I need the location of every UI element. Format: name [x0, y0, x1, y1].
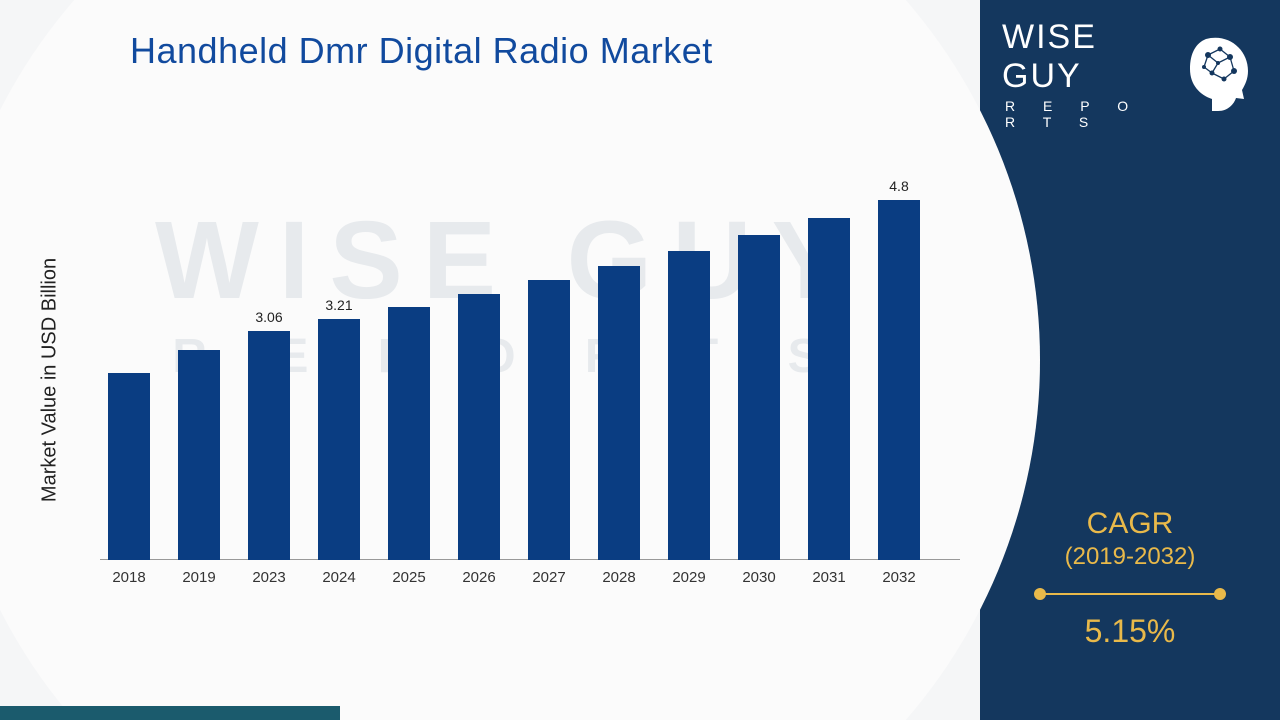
- bar: [178, 350, 220, 560]
- bar: [388, 307, 430, 561]
- bar-value-label: 3.06: [239, 309, 299, 325]
- brand-logo: WISE GUY R E P O R T S: [1002, 18, 1252, 130]
- bar-value-label: 4.8: [869, 178, 929, 194]
- bar: [878, 200, 920, 560]
- bar: [738, 235, 780, 560]
- x-tick-label: 2019: [182, 569, 215, 586]
- bottom-accent-bar: [0, 706, 340, 720]
- y-axis-label: Market Value in USD Billion: [39, 258, 62, 502]
- bar: [668, 251, 710, 560]
- x-tick-label: 2030: [742, 569, 775, 586]
- bar-value-label: 3.21: [309, 297, 369, 313]
- infographic-stage: WISE GUY R E P O R T S Handheld Dmr Digi…: [0, 0, 1280, 720]
- bar: [598, 266, 640, 560]
- x-tick-label: 2018: [112, 569, 145, 586]
- bar-chart: Market Value in USD Billion 201820192023…: [60, 170, 960, 590]
- logo-line2: R E P O R T S: [1005, 98, 1174, 130]
- x-tick-label: 2028: [602, 569, 635, 586]
- chart-title: Handheld Dmr Digital Radio Market: [130, 30, 713, 72]
- cagr-value: 5.15%: [1020, 613, 1240, 650]
- bar: [458, 294, 500, 560]
- x-tick-label: 2031: [812, 569, 845, 586]
- logo-line1: WISE GUY: [1002, 18, 1174, 96]
- cagr-range: (2019-2032): [1020, 543, 1240, 571]
- x-tick-label: 2023: [252, 569, 285, 586]
- bar: [248, 331, 290, 561]
- bar: [808, 218, 850, 560]
- plot-area: 2018201920233.0620243.212025202620272028…: [100, 170, 960, 560]
- x-tick-label: 2026: [462, 569, 495, 586]
- x-tick-label: 2025: [392, 569, 425, 586]
- x-tick-label: 2024: [322, 569, 355, 586]
- cagr-divider: [1040, 593, 1220, 595]
- cagr-panel: CAGR (2019-2032) 5.15%: [1020, 507, 1240, 650]
- bar: [528, 280, 570, 560]
- x-tick-label: 2027: [532, 569, 565, 586]
- cagr-label: CAGR: [1020, 507, 1240, 541]
- x-tick-label: 2032: [882, 569, 915, 586]
- bar: [318, 319, 360, 560]
- x-tick-label: 2029: [672, 569, 705, 586]
- bar: [108, 373, 150, 560]
- ai-head-icon: [1182, 35, 1252, 113]
